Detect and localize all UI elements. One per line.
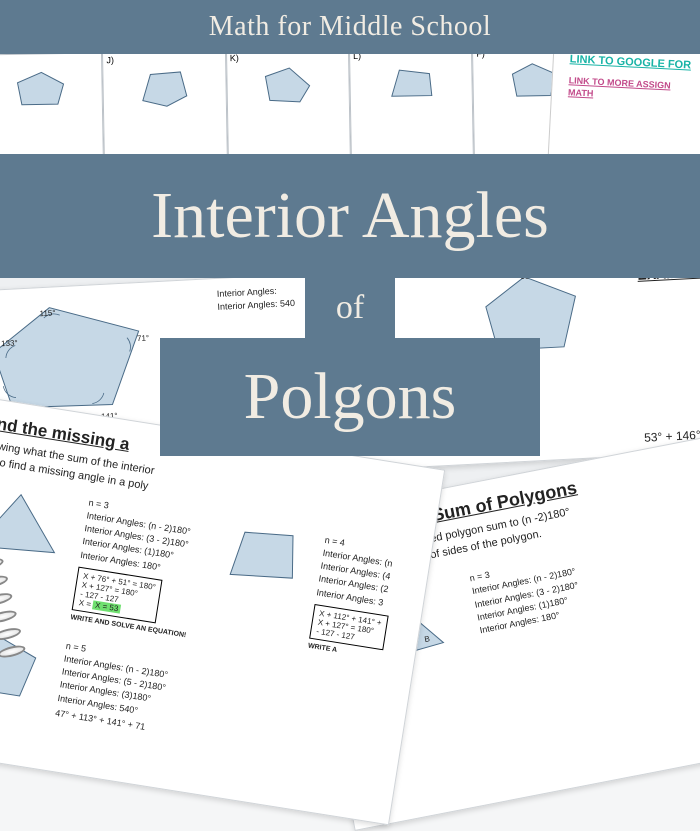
cell-tag: J)	[106, 55, 114, 65]
cell-tag: K)	[230, 53, 239, 63]
angle-label: 115°	[39, 308, 55, 318]
grid-cell: K) Answer:	[226, 48, 351, 170]
equation-box: X + 76° + 51° = 180° X + 127° = 180° - 1…	[72, 566, 163, 623]
title-line1: Interior Angles	[151, 178, 549, 254]
title-line2: Polgons	[244, 359, 457, 435]
equation-box: X + 112° + 141° + X + 127° = 180° - 127 …	[309, 604, 389, 650]
angle-label: 133°	[1, 338, 18, 348]
title-joiner-text: of	[336, 289, 364, 327]
grid-cell: L) Answer:	[349, 46, 474, 168]
title-bar-main: Interior Angles	[0, 154, 700, 278]
pretitle-bar: Math for Middle School	[0, 0, 700, 54]
angle-label: 71°	[137, 334, 150, 344]
title-bar-line2: Polgons	[160, 338, 540, 456]
missing-angle-sheet: Find the missing a Knowing what the sum …	[0, 395, 445, 826]
blurb: Interior Angles: 540	[217, 298, 295, 313]
pretitle-text: Math for Middle School	[209, 11, 491, 43]
title-joiner: of	[305, 278, 395, 338]
link-google: LINK TO GOOGLE FOR	[570, 53, 700, 73]
